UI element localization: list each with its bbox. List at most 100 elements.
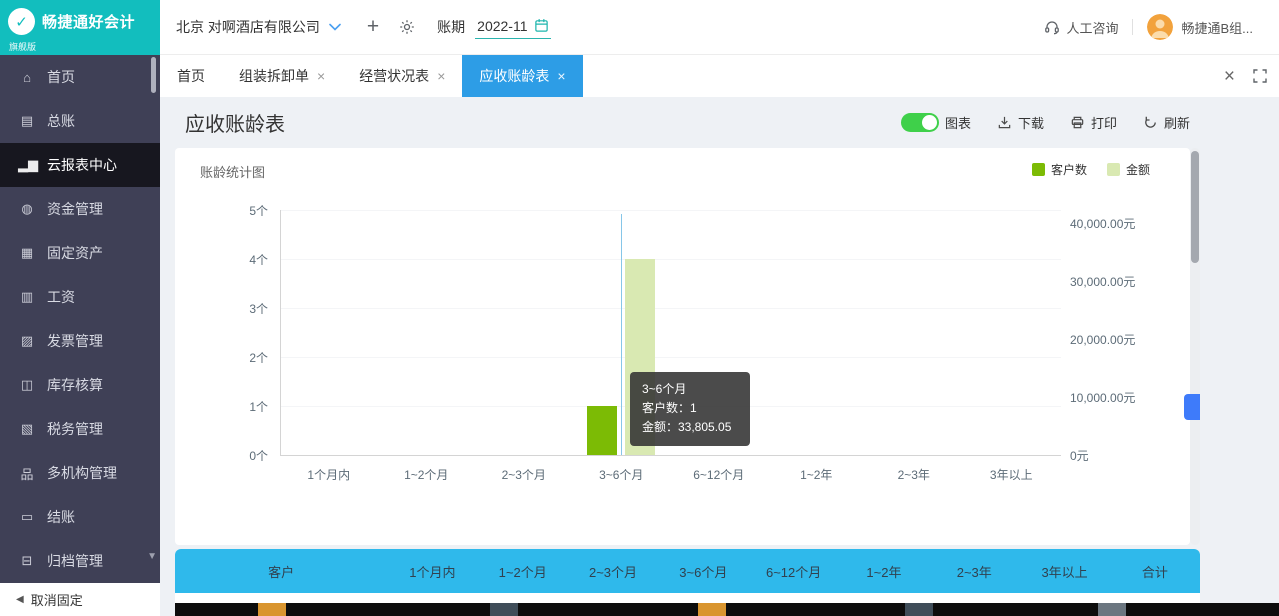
table-header: 客户 1个月内 1~2个月 2~3个月 3~6个月 6~12个月 1~2年 2~3年 3年以上 合…: [175, 549, 1200, 593]
chart-plot-area: [280, 210, 1061, 456]
org-nodes-icon: 品: [20, 466, 34, 482]
money-bag-icon: ◍: [21, 201, 33, 216]
sidebar-item-salary[interactable]: ▥ 工资: [0, 275, 160, 319]
sidebar-item-general-ledger[interactable]: ▤ 总账: [0, 99, 160, 143]
refresh-button[interactable]: 刷新: [1143, 113, 1190, 132]
building-icon: ▦: [20, 245, 34, 260]
sidebar-item-tax-management[interactable]: ▧ 税务管理: [0, 407, 160, 451]
gridline: [281, 210, 1061, 211]
table-header-cell[interactable]: 合计: [1141, 564, 1168, 580]
download-button[interactable]: 下载: [997, 113, 1044, 132]
gridline: [281, 259, 1061, 260]
sidebar-item-invoice-management[interactable]: ▨ 发票管理: [0, 319, 160, 363]
sidebar-item-label: 工资: [47, 289, 75, 305]
table-header-cell[interactable]: 1个月内: [409, 564, 456, 580]
right-axis-tick: 30,000.00元: [1070, 275, 1136, 289]
tab-operating-statement[interactable]: 经营状况表 ×: [342, 55, 462, 97]
chart-toggle-label: 图表: [944, 116, 971, 131]
topbar-right: 人工咨询 畅捷通B组...: [1044, 14, 1253, 40]
sidebar-menu: ⌂ 首页 ▤ 总账 ▂▆ 云报表中心 ◍ 资金管理 ▦ 固定资产 ▥ 工资 ▨ 发票管理 ◫ 库存核算 ▧ 税务管…: [0, 55, 160, 583]
sidebar-item-archive-management[interactable]: ⊟ 归档管理: [0, 539, 160, 583]
table-header-cell[interactable]: 3~6个月: [679, 564, 728, 580]
legend-item[interactable]: 金额: [1106, 161, 1150, 178]
table-header-cell[interactable]: 6~12个月: [765, 564, 822, 580]
sidebar-scroll-down-icon[interactable]: ▼: [147, 551, 157, 562]
table-header-cell[interactable]: 2~3年: [956, 564, 992, 580]
download-icon: [998, 116, 1011, 129]
legend-item[interactable]: 客户数: [1031, 161, 1087, 178]
sidebar-item-fixed-assets[interactable]: ▦ 固定资产: [0, 231, 160, 275]
sidebar-item-label: 总账: [47, 113, 75, 129]
sidebar-scrollbar-thumb[interactable]: [151, 57, 156, 93]
main-area: 北京 对啊酒店有限公司 + 账期 2022-11 人工咨询 畅捷通B组: [160, 0, 1279, 616]
print-icon: [1071, 116, 1084, 129]
x-axis-label: 2~3个月: [501, 468, 546, 482]
toolbar-controls: 图表 下载 打印 刷新: [900, 113, 1190, 132]
legend-label: 金额: [1125, 163, 1150, 177]
chart-report-icon: ▂▆: [18, 157, 38, 172]
sidebar-item-multi-org-management[interactable]: 品多机构管理: [0, 451, 160, 495]
app-logo-title: 畅捷通好会计: [42, 14, 136, 31]
sidebar-item-funds-management[interactable]: ◍ 资金管理: [0, 187, 160, 231]
sidebar-item-label: 多机构管理: [47, 465, 117, 481]
axis-pointer-line: [621, 214, 623, 455]
x-axis-label: 3~6个月: [599, 468, 644, 482]
taskbar-block: [490, 603, 518, 616]
table-header-cell[interactable]: 1~2个月: [498, 564, 547, 580]
unpin-button[interactable]: ◀ 取消固定: [0, 583, 160, 616]
tab-receivable-aging[interactable]: 应收账龄表 ×: [462, 55, 583, 97]
tab-assembly-disassembly[interactable]: 组装拆卸单 ×: [222, 55, 342, 97]
divider: [1132, 19, 1134, 35]
add-button[interactable]: +: [366, 15, 380, 38]
app-logo-edition: 旗舰版: [9, 42, 37, 52]
settings-gear-icon[interactable]: [399, 19, 415, 35]
x-axis-label: 2~3年: [897, 468, 930, 482]
tab-home[interactable]: 首页: [160, 55, 222, 97]
table-header-cell[interactable]: 客户: [268, 564, 295, 580]
tab-label: 组装拆卸单: [239, 68, 309, 84]
scrollbar-thumb[interactable]: [1191, 151, 1199, 263]
consult-button[interactable]: 人工咨询: [1044, 18, 1118, 37]
sidebar-item-home[interactable]: ⌂ 首页: [0, 55, 160, 99]
chevron-down-icon[interactable]: [329, 23, 341, 31]
tabs: 首页 组装拆卸单 × 经营状况表 × 应收账龄表 ×: [160, 55, 583, 97]
tab-close-icon[interactable]: ×: [317, 68, 326, 84]
chart-view-toggle[interactable]: [900, 113, 939, 132]
company-selector[interactable]: 北京 对啊酒店有限公司: [176, 19, 320, 35]
x-axis-label: 1~2年: [800, 468, 833, 482]
refresh-label: 刷新: [1163, 116, 1190, 131]
table-header-cell[interactable]: 3年以上: [1041, 564, 1088, 580]
chart-legend: 客户数 金额: [1031, 161, 1150, 178]
period-label: 账期: [437, 19, 466, 35]
close-tabs-icon[interactable]: ×: [1223, 65, 1235, 87]
scrollbar-track[interactable]: [1190, 148, 1200, 545]
calculator-icon: ▧: [20, 421, 34, 436]
sidebar-item-cloud-report-center[interactable]: ▂▆ 云报表中心: [0, 143, 160, 187]
fullscreen-icon[interactable]: [1253, 69, 1267, 83]
print-button[interactable]: 打印: [1070, 113, 1117, 132]
floating-widget-button[interactable]: [1184, 394, 1200, 420]
topbar: 北京 对啊酒店有限公司 + 账期 2022-11 人工咨询 畅捷通B组: [160, 0, 1279, 55]
period-picker[interactable]: 2022-11: [475, 16, 551, 39]
bar-金额[interactable]: [625, 259, 656, 455]
legend-label: 客户数: [1050, 163, 1087, 177]
sidebar-item-inventory-accounting[interactable]: ◫ 库存核算: [0, 363, 160, 407]
bar-客户数[interactable]: [587, 406, 618, 455]
sidebar-item-label: 云报表中心: [47, 157, 117, 173]
tab-close-icon[interactable]: ×: [557, 68, 566, 84]
table-header-cell[interactable]: 1~2年: [866, 564, 902, 580]
chart-title: 账龄统计图: [200, 165, 266, 180]
sidebar-item-label: 库存核算: [47, 377, 103, 393]
sidebar-item-closing[interactable]: ▭ 结账: [0, 495, 160, 539]
legend-swatch: [1106, 163, 1120, 176]
sidebar-item-label: 首页: [47, 69, 75, 85]
tab-close-icon[interactable]: ×: [437, 68, 446, 84]
app-logo-icon: ✓: [8, 8, 35, 35]
table-header-cell[interactable]: 2~3个月: [588, 564, 638, 580]
invoice-icon: ▨: [20, 333, 34, 348]
archive-icon: ⊟: [21, 553, 33, 568]
user-name[interactable]: 畅捷通B组...: [1181, 20, 1253, 36]
tab-label: 首页: [177, 68, 205, 84]
left-axis-tick: 2个: [249, 351, 268, 365]
avatar[interactable]: [1147, 14, 1174, 40]
